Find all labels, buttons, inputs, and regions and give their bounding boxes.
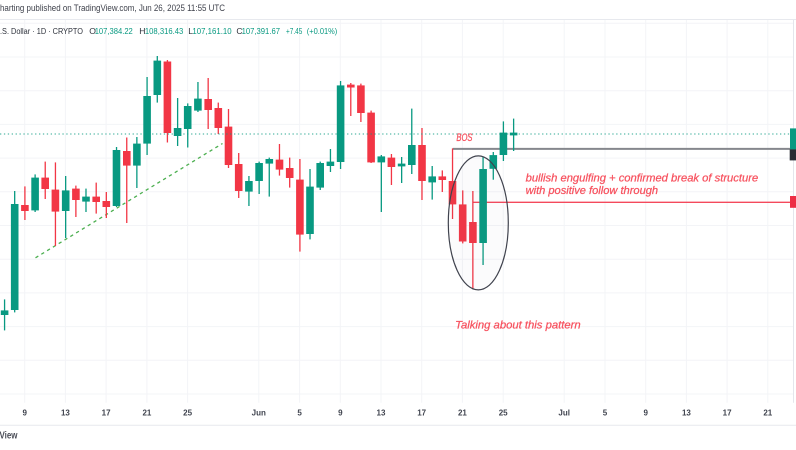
- svg-text:9: 9: [338, 409, 343, 418]
- svg-text:13: 13: [682, 409, 691, 418]
- svg-text:bullish engulfing + confirmed: bullish engulfing + confirmed break of s…: [526, 173, 759, 185]
- svg-text:107,391.67: 107,391.67: [242, 26, 281, 36]
- svg-text:17: 17: [417, 409, 426, 418]
- svg-text:Jul: Jul: [558, 409, 570, 418]
- svg-text:5: 5: [603, 409, 608, 418]
- svg-text:13: 13: [61, 409, 70, 418]
- svg-text:Talking about this pattern: Talking about this pattern: [455, 320, 581, 332]
- svg-text:(+0.01%): (+0.01%): [307, 26, 338, 36]
- svg-text:9: 9: [643, 409, 648, 418]
- svg-text:21: 21: [142, 409, 151, 418]
- svg-text:5: 5: [297, 409, 302, 418]
- svg-text:25: 25: [499, 409, 508, 418]
- svg-text:17: 17: [102, 409, 111, 418]
- svg-text:21: 21: [458, 409, 467, 418]
- svg-text:13: 13: [377, 409, 386, 418]
- svg-text:25: 25: [183, 409, 192, 418]
- svg-text:107,384.22: 107,384.22: [95, 26, 133, 36]
- svg-text:Jun: Jun: [252, 409, 266, 418]
- svg-text:107,161.10: 107,161.10: [192, 26, 231, 36]
- svg-text:+7.45: +7.45: [286, 26, 302, 36]
- svg-text:108,316.43: 108,316.43: [145, 26, 184, 36]
- svg-text:C: C: [236, 26, 242, 36]
- svg-text:L: L: [188, 26, 193, 36]
- svg-text:harting published on TradingVi: harting published on TradingView.com, Ju…: [0, 3, 226, 13]
- svg-text:17: 17: [723, 409, 732, 418]
- svg-text:View: View: [0, 430, 18, 441]
- svg-text:9: 9: [22, 409, 27, 418]
- svg-text:O: O: [89, 26, 96, 36]
- svg-text:H: H: [139, 26, 145, 36]
- svg-text:BOS: BOS: [456, 132, 473, 144]
- svg-text:21: 21: [763, 409, 772, 418]
- svg-text:with positive follow through: with positive follow through: [526, 185, 659, 197]
- svg-text:.S. Dollar · 1D · CRYPTO: .S. Dollar · 1D · CRYPTO: [0, 26, 83, 36]
